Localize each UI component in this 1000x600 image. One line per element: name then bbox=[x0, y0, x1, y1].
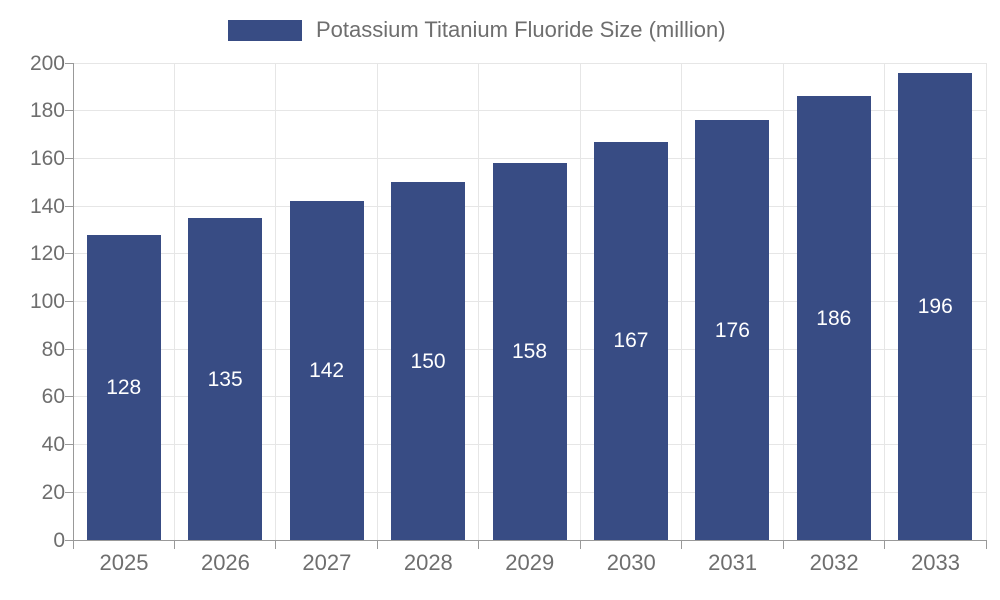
bar-2025[interactable] bbox=[86, 234, 161, 540]
gridline-v bbox=[478, 63, 480, 540]
x-axis-category-label: 2033 bbox=[911, 550, 961, 575]
x-tick bbox=[681, 540, 683, 549]
y-axis-tick-label: 140 bbox=[29, 194, 65, 218]
bar-value-label: 158 bbox=[511, 340, 548, 364]
bar-2033[interactable] bbox=[898, 72, 973, 540]
x-tick bbox=[985, 540, 987, 549]
legend-swatch bbox=[228, 19, 302, 41]
y-tick bbox=[65, 396, 73, 398]
y-axis-tick-label: 20 bbox=[41, 480, 65, 504]
bar-2032[interactable] bbox=[796, 96, 871, 540]
x-tick bbox=[376, 540, 378, 549]
x-tick bbox=[782, 540, 784, 549]
gridline-v bbox=[985, 63, 987, 540]
x-tick bbox=[173, 540, 175, 549]
y-tick bbox=[65, 62, 73, 64]
x-tick bbox=[579, 540, 581, 549]
bar-value-label: 196 bbox=[917, 294, 953, 318]
y-axis-tick-label: 180 bbox=[29, 99, 65, 123]
y-tick bbox=[65, 444, 73, 446]
x-tick bbox=[884, 540, 886, 549]
y-tick bbox=[65, 301, 73, 302]
gridline-h bbox=[73, 110, 986, 112]
bar-value-label: 135 bbox=[207, 367, 243, 391]
bar-2028[interactable] bbox=[391, 182, 466, 540]
bar-value-label: 186 bbox=[816, 306, 852, 330]
bar-value-label: 150 bbox=[410, 349, 446, 373]
x-tick bbox=[478, 540, 480, 549]
x-axis-category-label: 2025 bbox=[99, 550, 149, 575]
y-tick bbox=[65, 491, 73, 493]
y-axis-line bbox=[73, 63, 74, 540]
x-axis-category-label: 2031 bbox=[708, 550, 758, 575]
y-tick bbox=[65, 253, 73, 255]
bar-2029[interactable] bbox=[492, 163, 567, 540]
y-axis-tick-label: 100 bbox=[29, 290, 65, 313]
bar-value-label: 128 bbox=[106, 375, 142, 399]
y-axis-tick-label: 120 bbox=[29, 242, 65, 266]
x-axis-category-label: 2029 bbox=[505, 550, 555, 575]
gridline-v bbox=[579, 63, 581, 540]
gridline-h bbox=[73, 62, 986, 64]
x-axis-category-label: 2030 bbox=[606, 550, 656, 575]
x-axis-category-label: 2028 bbox=[403, 550, 453, 575]
x-axis-category-label: 2032 bbox=[809, 550, 859, 575]
y-axis-tick-label: 200 bbox=[29, 51, 65, 75]
x-axis-category-label: 2027 bbox=[302, 550, 352, 575]
gridline-v bbox=[275, 63, 277, 540]
gridline-h bbox=[73, 157, 986, 159]
y-axis-tick-label: 160 bbox=[29, 146, 65, 170]
bar-value-label: 167 bbox=[613, 329, 649, 353]
x-tick bbox=[72, 540, 74, 549]
y-axis-tick-label: 40 bbox=[41, 433, 65, 457]
gridline-v bbox=[681, 63, 683, 540]
y-axis-tick-label: 60 bbox=[41, 385, 65, 409]
legend-label: Potassium Titanium Fluoride Size (millio… bbox=[316, 17, 726, 42]
gridline-v bbox=[782, 63, 784, 540]
bar-2030[interactable] bbox=[593, 141, 668, 540]
y-axis-tick-label: 0 bbox=[53, 528, 65, 552]
bar-2026[interactable] bbox=[188, 218, 263, 540]
bar-value-label: 176 bbox=[714, 318, 750, 342]
gridline-v bbox=[884, 63, 886, 540]
bar-value-label: 142 bbox=[309, 359, 345, 383]
y-axis-tick-label: 80 bbox=[41, 337, 65, 361]
x-axis-category-label: 2026 bbox=[200, 550, 250, 575]
y-tick bbox=[65, 110, 73, 112]
x-axis-line bbox=[65, 540, 986, 541]
bar-2027[interactable] bbox=[289, 201, 364, 540]
bar-2031[interactable] bbox=[695, 120, 770, 540]
legend[interactable]: Potassium Titanium Fluoride Size (millio… bbox=[228, 19, 726, 41]
y-tick bbox=[65, 205, 73, 207]
gridline-v bbox=[173, 63, 175, 540]
x-tick bbox=[275, 540, 277, 549]
gridline-v bbox=[376, 63, 378, 540]
y-tick bbox=[65, 157, 73, 159]
plot-area: 0 20 40 60 80 100 120 140 160 180 200 128 2025 135 202… bbox=[30, 53, 987, 574]
y-tick bbox=[65, 348, 73, 350]
